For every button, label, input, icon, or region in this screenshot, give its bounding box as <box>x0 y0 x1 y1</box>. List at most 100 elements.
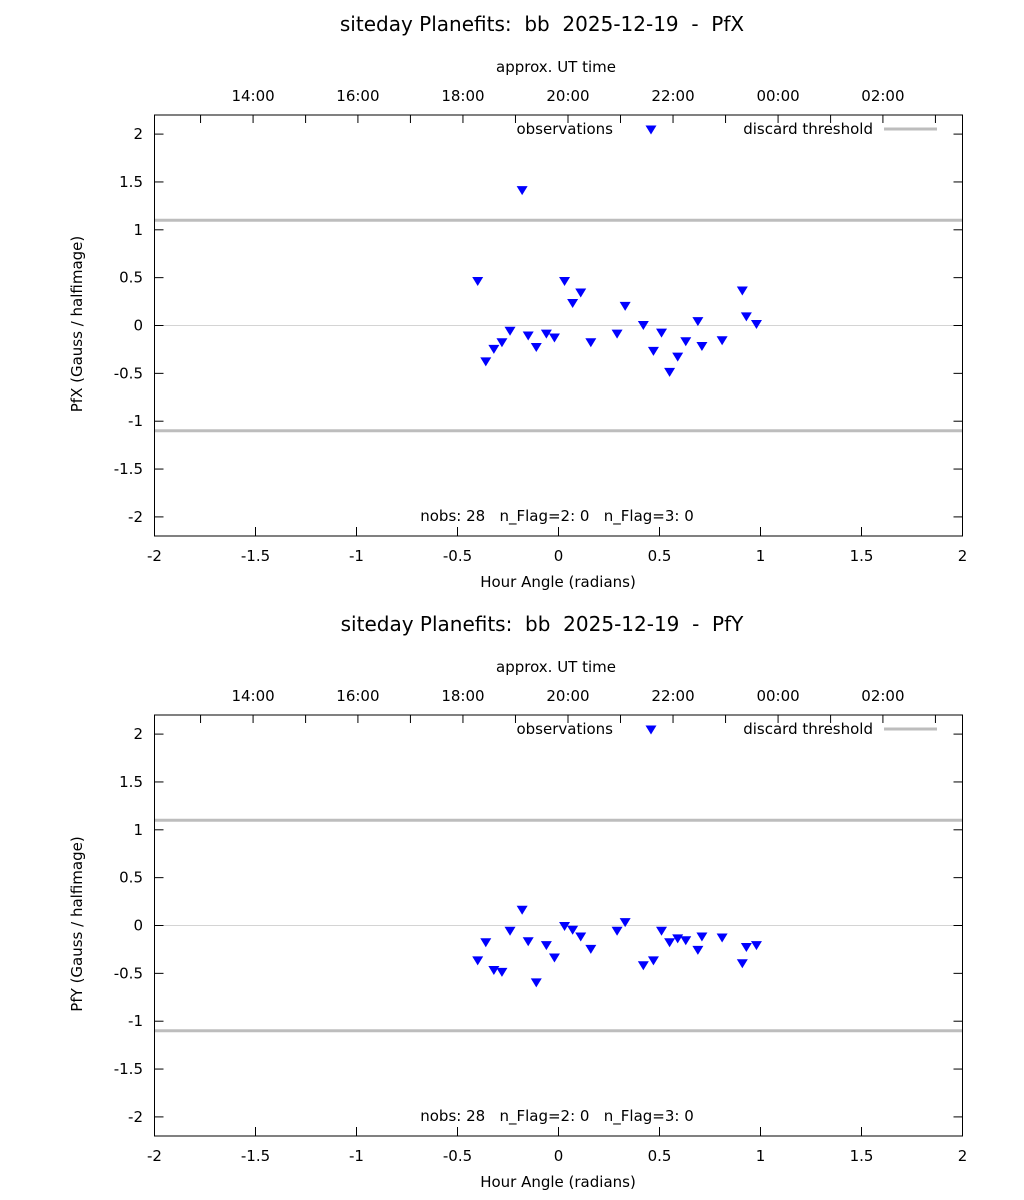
observation-marker <box>637 961 649 971</box>
top-axis-label-pfx: approx. UT time <box>496 58 616 76</box>
observation-marker <box>611 329 623 339</box>
x-tick-label: 1.5 <box>850 1147 874 1165</box>
observation-marker <box>680 936 692 946</box>
chart-pfx: siteday Planefits: bb 2025-12-19 - PfX a… <box>68 12 968 591</box>
observation-marker <box>692 317 704 327</box>
top-axis-label-pfy: approx. UT time <box>496 658 616 676</box>
observation-marker <box>656 926 668 936</box>
observation-marker <box>472 956 484 966</box>
y-tick-label: 0 <box>133 317 143 335</box>
y-tick-label: -1.5 <box>114 460 143 478</box>
x-tick-label: -1.5 <box>241 1147 270 1165</box>
legend-observations-label: observations <box>516 120 613 138</box>
y-tick-label: -1.5 <box>114 1060 143 1078</box>
y-tick-label: -1 <box>128 1012 143 1030</box>
chart-title-pfx: siteday Planefits: bb 2025-12-19 - PfX <box>339 12 745 36</box>
observation-marker <box>656 328 668 338</box>
observation-marker <box>504 926 516 936</box>
observation-marker <box>548 953 560 963</box>
observation-marker <box>575 932 587 942</box>
observation-marker <box>516 186 528 196</box>
observation-marker <box>559 921 571 931</box>
x-tick-label: -1 <box>349 547 364 565</box>
observation-marker <box>480 938 492 948</box>
x-tick-label: -1 <box>349 1147 364 1165</box>
observation-marker <box>575 288 587 298</box>
observation-marker <box>740 312 752 322</box>
plot-border <box>154 714 963 1137</box>
ut-tick-label: 16:00 <box>336 687 379 705</box>
plot-border <box>154 114 963 537</box>
x-tick-label: -1.5 <box>241 547 270 565</box>
observation-marker <box>664 367 676 377</box>
pfx-plot-canvas: 2 1.5 1 0.5 0 -0.5 -1 -1.5 -2 -2 -1.5 -1 -0.5 0 0.5 1 1.… <box>114 87 968 565</box>
y-tick-label: 1.5 <box>119 773 143 791</box>
observation-marker <box>716 933 728 943</box>
x-axis-label-pfy: Hour Angle (radians) <box>480 1173 636 1191</box>
x-tick-label: 0.5 <box>648 547 672 565</box>
observation-marker <box>530 978 542 988</box>
ut-tick-label: 18:00 <box>441 687 484 705</box>
stats-annotation-pfy: nobs: 28 n_Flag=2: 0 n_Flag=3: 0 <box>420 1107 694 1125</box>
ut-tick-label: 20:00 <box>546 687 589 705</box>
observation-marker <box>680 337 692 347</box>
x-axis-label-pfx: Hour Angle (radians) <box>480 573 636 591</box>
observation-marker <box>585 944 597 954</box>
observation-marker <box>504 326 516 336</box>
legend-observations-marker-icon <box>645 125 657 135</box>
x-tick-label: 0 <box>554 1147 564 1165</box>
legend-discard-threshold-label: discard threshold <box>743 120 873 138</box>
observation-marker <box>750 320 762 330</box>
observation-marker <box>480 357 492 367</box>
ut-tick-label: 02:00 <box>861 87 904 105</box>
x-tick-label: -0.5 <box>443 1147 472 1165</box>
observation-marker <box>472 276 484 286</box>
y-tick-label: 2 <box>133 725 143 743</box>
observation-marker <box>647 346 659 356</box>
observation-marker <box>585 338 597 348</box>
ut-tick-label: 20:00 <box>546 87 589 105</box>
observation-marker <box>567 925 579 935</box>
observation-marker <box>496 967 508 977</box>
chart-pfy: siteday Planefits: bb 2025-12-19 - PfY a… <box>0 600 1024 1200</box>
y-tick-label: 0.5 <box>119 269 143 287</box>
observation-marker <box>736 959 748 969</box>
ut-tick-label: 14:00 <box>231 87 274 105</box>
x-tick-label: -2 <box>147 547 162 565</box>
x-tick-label: -2 <box>147 1147 162 1165</box>
observation-marker <box>530 343 542 353</box>
ut-tick-label: 22:00 <box>651 87 694 105</box>
legend-discard-threshold-label: discard threshold <box>743 720 873 738</box>
observation-marker <box>637 321 649 330</box>
observation-marker <box>664 938 676 948</box>
pfy-plot-canvas: 2 1.5 1 0.5 0 -0.5 -1 -1.5 -2 -2 -1.5 -1 -0.5 0 0.5 1 1.… <box>114 687 968 1165</box>
x-tick-label: 0 <box>554 547 564 565</box>
observation-marker <box>540 941 552 951</box>
x-tick-label: -0.5 <box>443 547 472 565</box>
observation-marker <box>672 934 684 944</box>
observation-marker <box>516 905 528 915</box>
y-tick-label: -0.5 <box>114 364 143 382</box>
observation-marker <box>567 298 579 308</box>
x-tick-label: 2 <box>958 547 968 565</box>
ut-tick-label: 16:00 <box>336 87 379 105</box>
x-tick-label: 0.5 <box>648 1147 672 1165</box>
y-tick-label: -0.5 <box>114 964 143 982</box>
y-tick-label: -2 <box>128 1108 143 1126</box>
observation-marker <box>611 926 623 936</box>
ut-tick-label: 00:00 <box>756 87 799 105</box>
ut-tick-label: 02:00 <box>861 687 904 705</box>
ut-tick-label: 00:00 <box>756 687 799 705</box>
y-tick-label: -1 <box>128 412 143 430</box>
observation-marker <box>522 331 534 341</box>
observation-marker <box>696 342 708 352</box>
observation-marker <box>559 276 571 286</box>
observation-marker <box>740 943 752 953</box>
observation-marker <box>522 937 534 947</box>
observation-marker <box>696 932 708 942</box>
y-tick-label: 2 <box>133 125 143 143</box>
y-tick-label: 1 <box>133 821 143 839</box>
observation-marker <box>647 956 659 966</box>
x-tick-label: 1 <box>756 1147 766 1165</box>
